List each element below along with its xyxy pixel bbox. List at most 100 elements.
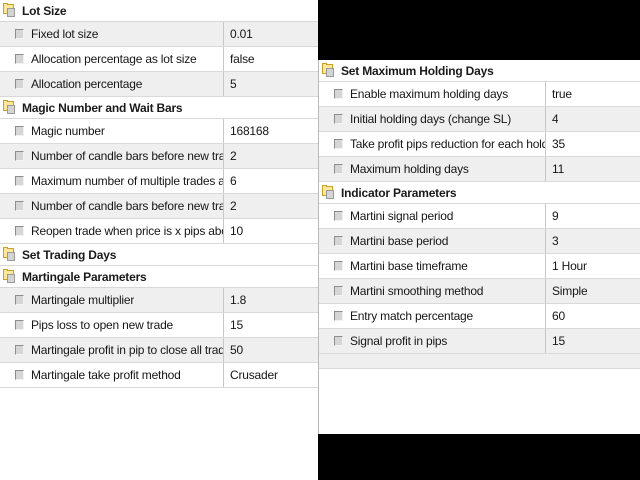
parameter-value-cell[interactable]: 60 <box>545 304 640 328</box>
parameter-row[interactable]: Maximum number of multiple trades all...… <box>0 169 318 194</box>
parameter-value-cell[interactable]: Simple <box>545 279 640 303</box>
parameter-label: Reopen trade when price is x pips above.… <box>31 224 223 238</box>
parameter-row[interactable]: Martingale take profit method Crusader <box>0 363 318 388</box>
parameter-name-cell: Take profit pips reduction for each hold… <box>319 132 545 156</box>
parameter-value-cell[interactable]: Crusader <box>223 363 318 387</box>
parameter-value-cell[interactable]: 1.8 <box>223 288 318 312</box>
parameter-label: Martini base period <box>350 234 449 248</box>
parameter-row[interactable]: Martini smoothing method Simple <box>319 279 640 304</box>
folder-icon[interactable] <box>3 269 18 284</box>
checkbox-icon[interactable] <box>15 126 24 136</box>
parameter-value-cell[interactable]: 168168 <box>223 119 318 143</box>
parameter-value: 50 <box>230 343 243 357</box>
parameter-row[interactable]: Entry match percentage 60 <box>319 304 640 329</box>
folder-icon[interactable] <box>3 247 18 262</box>
group-header-row[interactable]: Lot Size <box>0 0 318 22</box>
parameter-row[interactable]: Pips loss to open new trade 15 <box>0 313 318 338</box>
parameter-row[interactable]: Magic number 168168 <box>0 119 318 144</box>
parameter-row[interactable]: Take profit pips reduction for each hold… <box>319 132 640 157</box>
parameter-row[interactable]: Martini signal period 9 <box>319 204 640 229</box>
parameter-name-cell: Martini base timeframe <box>319 254 545 278</box>
parameter-name-cell: Initial holding days (change SL) <box>319 107 545 131</box>
parameter-value-cell[interactable]: 11 <box>545 157 640 181</box>
parameter-row[interactable]: Martini base period 3 <box>319 229 640 254</box>
folder-icon[interactable] <box>3 100 18 115</box>
checkbox-icon[interactable] <box>15 29 24 39</box>
group-header-row[interactable]: Martingale Parameters <box>0 266 318 288</box>
group-header-row[interactable]: Set Trading Days <box>0 244 318 266</box>
parameter-value: 4 <box>552 112 559 126</box>
parameter-value-cell[interactable]: 15 <box>545 329 640 353</box>
parameter-value-cell[interactable]: 6 <box>223 169 318 193</box>
parameter-row[interactable]: Number of candle bars before new trade..… <box>0 194 318 219</box>
parameter-row[interactable]: Martini base timeframe 1 Hour <box>319 254 640 279</box>
checkbox-icon[interactable] <box>15 295 24 305</box>
checkbox-icon[interactable] <box>334 139 343 149</box>
parameter-row[interactable]: Allocation percentage 5 <box>0 72 318 97</box>
parameter-row[interactable]: Reopen trade when price is x pips above.… <box>0 219 318 244</box>
parameter-value-cell[interactable]: 1 Hour <box>545 254 640 278</box>
parameter-value-cell[interactable]: 3 <box>545 229 640 253</box>
parameter-value: 6 <box>230 174 237 188</box>
parameter-value-cell[interactable]: 5 <box>223 72 318 96</box>
group-header-row[interactable]: Set Maximum Holding Days <box>319 60 640 82</box>
group-header-row[interactable]: Indicator Parameters <box>319 182 640 204</box>
parameter-value-cell[interactable]: 35 <box>545 132 640 156</box>
checkbox-icon[interactable] <box>334 211 343 221</box>
parameter-row[interactable]: Martingale multiplier 1.8 <box>0 288 318 313</box>
parameter-value: Simple <box>552 284 588 298</box>
parameter-row[interactable]: Fixed lot size 0.01 <box>0 22 318 47</box>
folder-icon[interactable] <box>322 185 337 200</box>
parameter-name-cell: Allocation percentage as lot size <box>0 47 223 71</box>
parameter-value-cell[interactable]: true <box>545 82 640 106</box>
checkbox-icon[interactable] <box>334 236 343 246</box>
folder-icon[interactable] <box>322 63 337 78</box>
parameter-value: 15 <box>230 318 243 332</box>
checkbox-icon[interactable] <box>334 164 343 174</box>
parameter-row[interactable]: Initial holding days (change SL) 4 <box>319 107 640 132</box>
checkbox-icon[interactable] <box>334 336 343 346</box>
parameter-row[interactable]: Enable maximum holding days true <box>319 82 640 107</box>
parameter-value-cell[interactable]: 2 <box>223 144 318 168</box>
parameter-name-cell: Martingale take profit method <box>0 363 223 387</box>
parameter-label: Initial holding days (change SL) <box>350 112 512 126</box>
parameter-label: Maximum number of multiple trades all... <box>31 174 223 188</box>
parameter-value: 5 <box>230 77 237 91</box>
parameter-label: Take profit pips reduction for each hold… <box>350 137 545 151</box>
group-header-row[interactable]: Magic Number and Wait Bars <box>0 97 318 119</box>
checkbox-icon[interactable] <box>334 311 343 321</box>
checkbox-icon[interactable] <box>15 201 24 211</box>
parameter-value-cell[interactable]: 2 <box>223 194 318 218</box>
panel-filler-bottom <box>319 369 640 377</box>
checkbox-icon[interactable] <box>15 151 24 161</box>
parameter-row[interactable]: Number of candle bars before new trade 2 <box>0 144 318 169</box>
parameter-value-cell[interactable]: false <box>223 47 318 71</box>
checkbox-icon[interactable] <box>15 345 24 355</box>
parameter-row[interactable]: Signal profit in pips 15 <box>319 329 640 354</box>
parameter-label: Fixed lot size <box>31 27 99 41</box>
parameter-row[interactable]: Allocation percentage as lot size false <box>0 47 318 72</box>
group-title: Lot Size <box>22 3 67 18</box>
checkbox-icon[interactable] <box>334 89 343 99</box>
parameter-row[interactable]: Martingale profit in pip to close all tr… <box>0 338 318 363</box>
parameter-name-cell: Fixed lot size <box>0 22 223 46</box>
checkbox-icon[interactable] <box>15 320 24 330</box>
right-settings-panel: Set Maximum Holding Days Enable maximum h… <box>318 60 640 434</box>
checkbox-icon[interactable] <box>334 114 343 124</box>
checkbox-icon[interactable] <box>15 79 24 89</box>
checkbox-icon[interactable] <box>15 370 24 380</box>
parameter-value-cell[interactable]: 9 <box>545 204 640 228</box>
checkbox-icon[interactable] <box>15 54 24 64</box>
checkbox-icon[interactable] <box>334 261 343 271</box>
parameter-value-cell[interactable]: 15 <box>223 313 318 337</box>
parameter-name-cell: Martingale profit in pip to close all tr… <box>0 338 223 362</box>
parameter-value-cell[interactable]: 4 <box>545 107 640 131</box>
folder-icon[interactable] <box>3 3 18 18</box>
parameter-row[interactable]: Maximum holding days 11 <box>319 157 640 182</box>
parameter-value-cell[interactable]: 10 <box>223 219 318 243</box>
parameter-value-cell[interactable]: 50 <box>223 338 318 362</box>
parameter-value-cell[interactable]: 0.01 <box>223 22 318 46</box>
checkbox-icon[interactable] <box>15 176 24 186</box>
checkbox-icon[interactable] <box>15 226 24 236</box>
checkbox-icon[interactable] <box>334 286 343 296</box>
